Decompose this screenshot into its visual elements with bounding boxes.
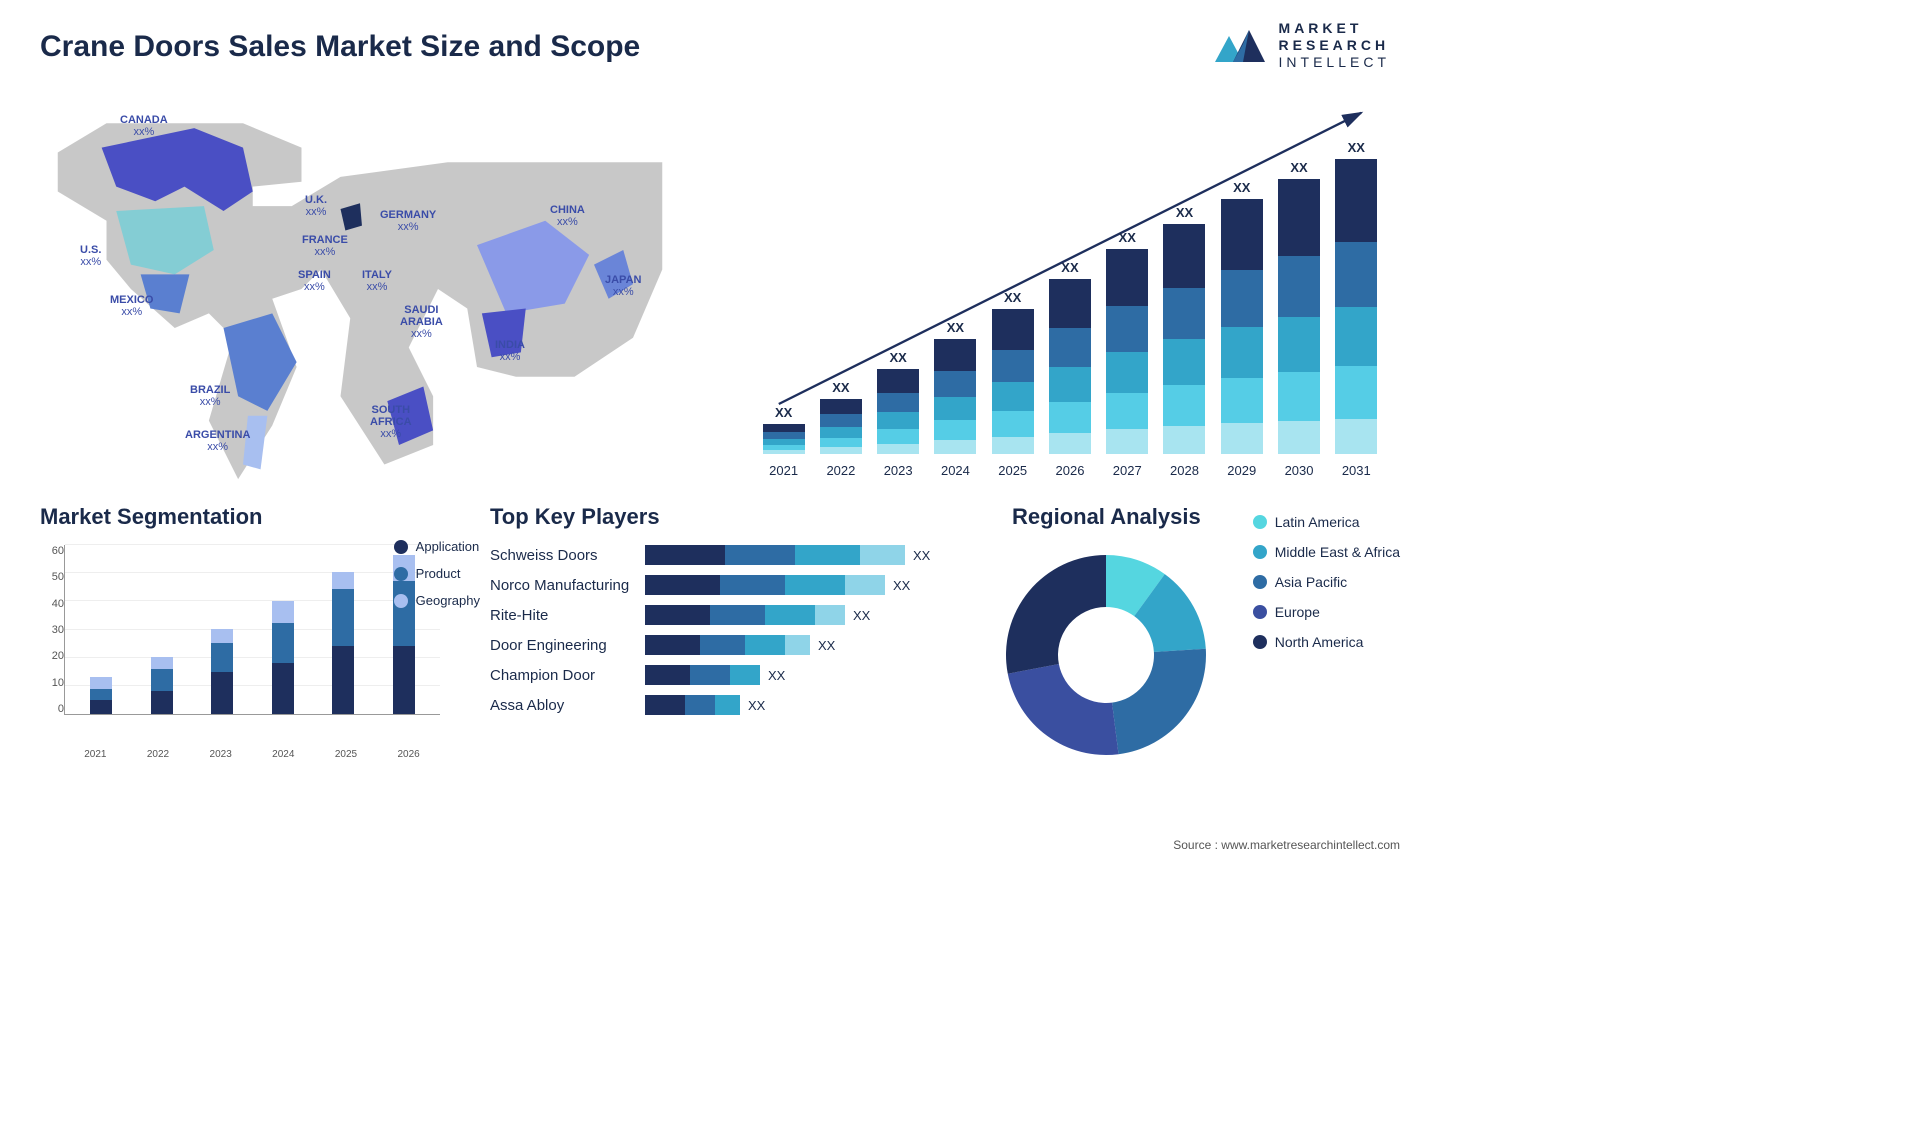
brand-logo: MARKET RESEARCH INTELLECT <box>1213 20 1390 70</box>
logo-line3: INTELLECT <box>1279 54 1390 71</box>
player-row: Champion DoorXX <box>490 665 950 685</box>
player-row: Schweiss DoorsXX <box>490 545 950 565</box>
forecast-bar: XX <box>1275 104 1322 454</box>
map-label: ITALYxx% <box>362 269 392 293</box>
legend-item: Asia Pacific <box>1253 574 1400 590</box>
forecast-bar-chart: XXXXXXXXXXXXXXXXXXXXXX 20212022202320242… <box>720 94 1400 484</box>
map-label: U.K.xx% <box>305 194 327 218</box>
players-section: Top Key Players Schweiss DoorsXX Norco Ma… <box>490 504 950 784</box>
donut-slice <box>1008 664 1119 755</box>
map-label: U.S.xx% <box>80 244 101 268</box>
player-row: Norco ManufacturingXX <box>490 575 950 595</box>
segmentation-section: Market Segmentation 6050403020100 202120… <box>40 504 460 784</box>
segmentation-bar <box>211 629 233 714</box>
forecast-bar: XX <box>817 104 864 454</box>
map-label: CANADAxx% <box>120 114 168 138</box>
legend-item: Europe <box>1253 604 1400 620</box>
player-row: Assa AbloyXX <box>490 695 950 715</box>
segmentation-bar <box>332 572 354 714</box>
map-label: MEXICOxx% <box>110 294 153 318</box>
player-row: Door EngineeringXX <box>490 635 950 655</box>
forecast-bar: XX <box>989 104 1036 454</box>
map-label: SOUTHAFRICAxx% <box>370 404 412 440</box>
map-label: INDIAxx% <box>495 339 525 363</box>
forecast-bar: XX <box>1046 104 1093 454</box>
map-label: SAUDIARABIAxx% <box>400 304 443 340</box>
map-label: JAPANxx% <box>605 274 641 298</box>
map-label: BRAZILxx% <box>190 384 230 408</box>
map-label: FRANCExx% <box>302 234 348 258</box>
legend-item: Latin America <box>1253 514 1400 530</box>
legend-item: Geography <box>394 593 480 608</box>
forecast-bar: XX <box>1218 104 1265 454</box>
logo-icon <box>1213 22 1269 68</box>
logo-line1: MARKET <box>1279 20 1390 37</box>
world-map: CANADAxx% U.S.xx% MEXICOxx% BRAZILxx% ARGENT… <box>40 94 680 484</box>
forecast-bar: XX <box>1161 104 1208 454</box>
map-label: SPAINxx% <box>298 269 331 293</box>
legend-item: Middle East & Africa <box>1253 544 1400 560</box>
map-label: CHINAxx% <box>550 204 585 228</box>
page-title: Crane Doors Sales Market Size and Scope <box>40 30 1400 64</box>
forecast-bar: XX <box>1333 104 1380 454</box>
forecast-bar: XX <box>932 104 979 454</box>
forecast-bar: XX <box>1104 104 1151 454</box>
donut-slice <box>1112 649 1206 754</box>
player-row: Rite-HiteXX <box>490 605 950 625</box>
forecast-bar: XX <box>760 104 807 454</box>
forecast-bar: XX <box>875 104 922 454</box>
logo-line2: RESEARCH <box>1279 37 1390 54</box>
donut-slice <box>1006 555 1106 674</box>
source-text: Source : www.marketresearchintellect.com <box>1173 838 1400 852</box>
legend-item: Product <box>394 566 480 581</box>
map-label: ARGENTINAxx% <box>185 429 250 453</box>
regional-title: Regional Analysis <box>980 504 1233 530</box>
legend-item: Application <box>394 539 480 554</box>
segmentation-title: Market Segmentation <box>40 504 460 530</box>
segmentation-bar <box>151 657 173 714</box>
players-title: Top Key Players <box>490 504 950 530</box>
donut-chart <box>996 545 1216 765</box>
segmentation-bar <box>90 677 112 714</box>
legend-item: North America <box>1253 634 1400 650</box>
regional-section: Regional Analysis Latin America Middle Ea… <box>980 504 1400 784</box>
segmentation-bar <box>272 601 294 714</box>
map-label: GERMANYxx% <box>380 209 436 233</box>
